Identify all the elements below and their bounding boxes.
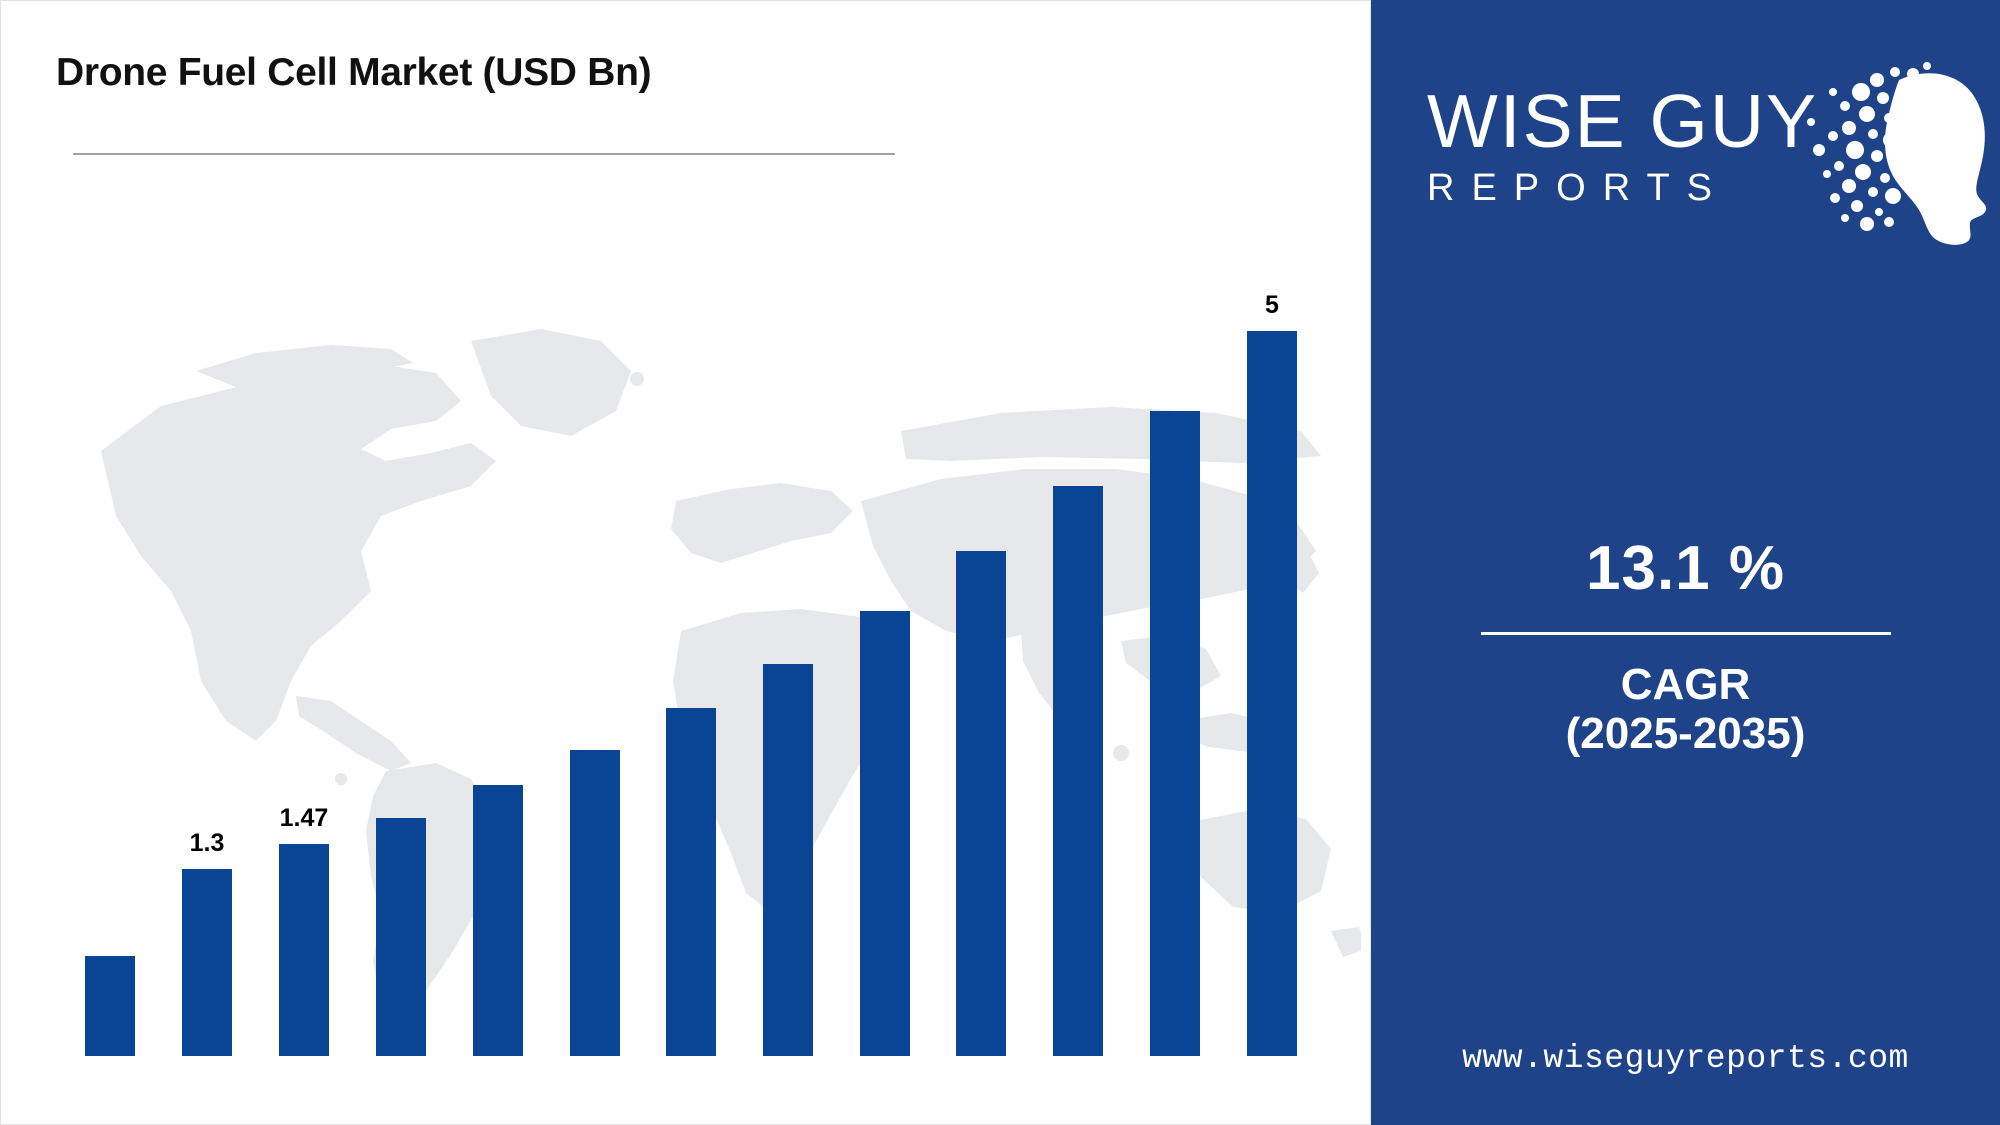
bar-2030[interactable]: [763, 664, 813, 1056]
bar-2025[interactable]: [279, 844, 329, 1056]
bar-2028[interactable]: [570, 750, 620, 1056]
page-title: Drone Fuel Cell Market (USD Bn): [56, 51, 652, 94]
bar-2034[interactable]: [1150, 411, 1200, 1056]
bar-2031[interactable]: [860, 611, 910, 1056]
plot-area: 1.3 1.47 5 2019 2024 2025 2026 2027 2028: [41, 181, 1361, 1056]
bar-2029[interactable]: [666, 708, 716, 1056]
bar-value-label-2024: 1.3: [189, 829, 225, 857]
bar-2024[interactable]: [182, 869, 232, 1056]
wiseguyreports-logo[interactable]: WISE GUY REPORTS: [1371, 62, 2000, 248]
cagr-value: 13.1 %: [1585, 534, 1786, 603]
bar-2032[interactable]: [956, 551, 1006, 1056]
cagr-divider: [1481, 632, 1891, 635]
branding-panel: WISE GUY REPORTS: [1371, 0, 2000, 1125]
logo-line-reports: REPORTS: [1427, 167, 1730, 209]
bar-value-label-2035: 5: [1265, 291, 1279, 319]
bar-2027[interactable]: [473, 785, 523, 1056]
bar-value-label-2025: 1.47: [279, 804, 329, 832]
cagr-caption: CAGR (2025-2035): [1371, 660, 2000, 759]
logo-wordmark: WISE GUY REPORTS: [1427, 79, 1887, 209]
bar-2019[interactable]: [85, 956, 135, 1056]
bar-2026[interactable]: [376, 818, 426, 1056]
bar-2033[interactable]: [1053, 486, 1103, 1056]
chart-panel: Drone Fuel Cell Market (USD Bn): [0, 0, 1371, 1125]
cagr-caption-line2: (2025-2035): [1565, 709, 1806, 759]
logo-line-wise-guy: WISE GUY: [1427, 79, 1819, 163]
bar-2035[interactable]: [1247, 331, 1297, 1056]
website-url[interactable]: www.wiseguyreports.com: [1462, 1040, 1909, 1077]
dotted-head-profile-icon: [1749, 62, 1999, 252]
cagr-caption-line1: CAGR: [1620, 660, 1751, 709]
title-divider: [73, 153, 895, 155]
